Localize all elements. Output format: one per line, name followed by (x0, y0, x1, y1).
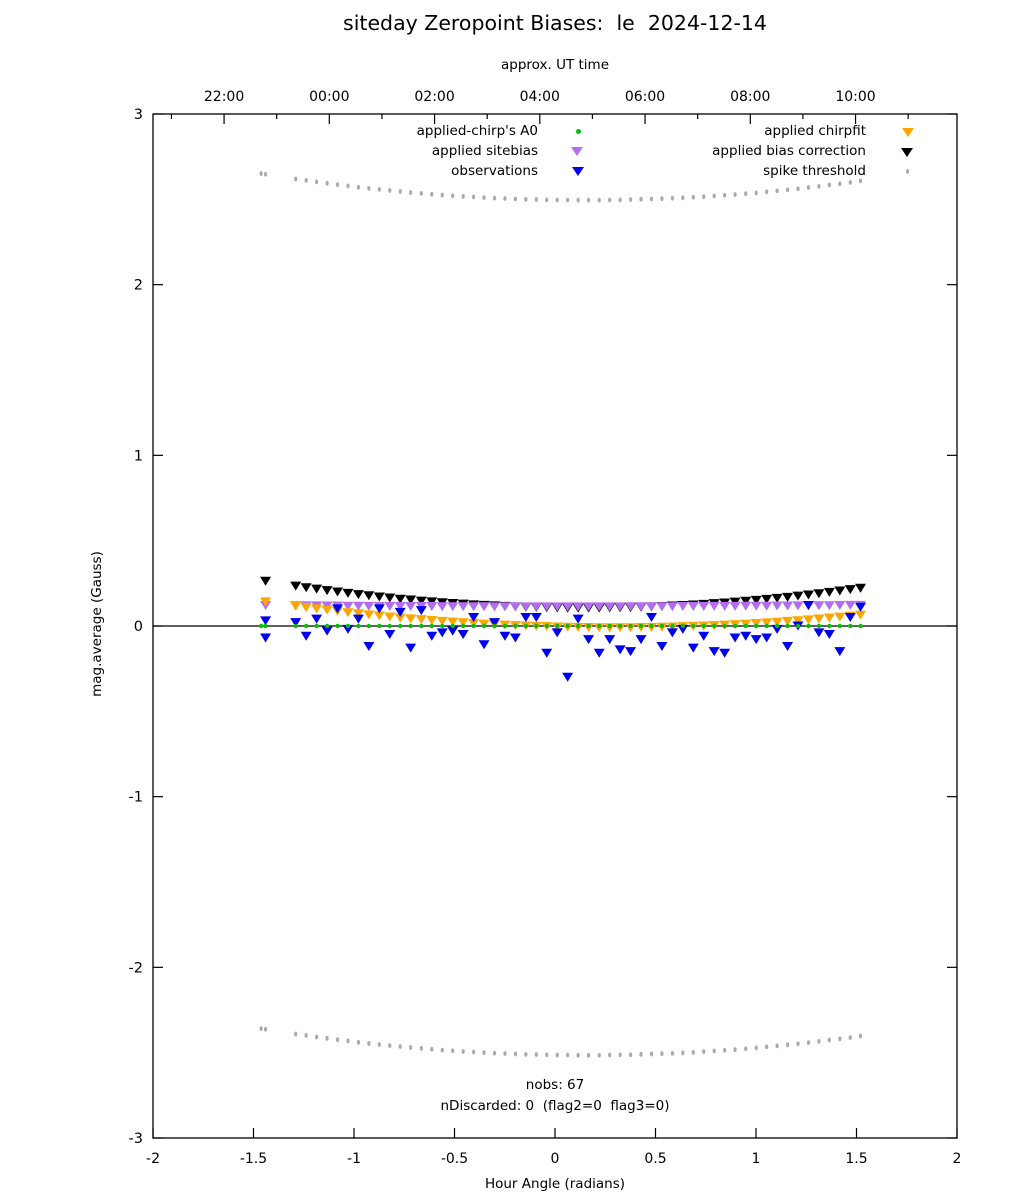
legend-label-applied-chirpfit: applied chirpfit (764, 123, 866, 139)
svg-text:06:00: 06:00 (625, 89, 665, 105)
legend-label-applied-chirp-a0: applied-chirp's A0 (416, 123, 538, 139)
svg-text:04:00: 04:00 (520, 89, 560, 105)
legend-label-observations: observations (451, 163, 538, 179)
legend-label-applied-bias-correction: applied bias correction (712, 143, 866, 159)
svg-text:1: 1 (134, 448, 143, 464)
svg-text:00:00: 00:00 (309, 89, 349, 105)
nobs-annotation: nobs: 67 (525, 1077, 585, 1093)
svg-text:-1: -1 (129, 790, 143, 806)
top-axis-title: approx. UT time (501, 57, 609, 73)
svg-text:1: 1 (752, 1151, 761, 1167)
svg-text:0.5: 0.5 (644, 1151, 666, 1167)
legend-label-spike-threshold: spike threshold (763, 163, 866, 179)
legend-marker-gray-dot-icon (906, 169, 909, 174)
x-axis-title: Hour Angle (radians) (484, 1176, 626, 1192)
chart-title: siteday Zeropoint Biases: le 2024-12-14 (343, 11, 767, 35)
svg-text:-1.5: -1.5 (240, 1151, 267, 1167)
svg-text:08:00: 08:00 (730, 89, 770, 105)
svg-text:-0.5: -0.5 (441, 1151, 468, 1167)
svg-text:0: 0 (551, 1151, 560, 1167)
legend-marker-black-triangle-icon (901, 148, 913, 157)
ndiscarded-annotation: nDiscarded: 0 (flag2=0 flag3=0) (440, 1098, 670, 1114)
svg-text:-1: -1 (347, 1151, 361, 1167)
legend-marker-green-dot-icon (576, 129, 581, 134)
svg-text:2: 2 (134, 278, 143, 294)
svg-text:0: 0 (134, 619, 143, 635)
legend-marker-blue-triangle-icon (572, 167, 584, 176)
legend-marker-orange-triangle-icon (902, 128, 914, 137)
svg-text:3: 3 (134, 107, 143, 123)
legend-marker-violet-triangle-icon (571, 147, 583, 156)
svg-text:-2: -2 (129, 960, 143, 976)
svg-text:1.5: 1.5 (845, 1151, 867, 1167)
svg-text:2: 2 (953, 1151, 962, 1167)
svg-text:22:00: 22:00 (204, 89, 244, 105)
svg-text:02:00: 02:00 (414, 89, 454, 105)
svg-text:-3: -3 (129, 1131, 143, 1147)
y-axis-title: mag.average (Gauss) (89, 551, 105, 697)
svg-text:-2: -2 (146, 1151, 160, 1167)
legend-label-applied-sitebias: applied sitebias (431, 143, 538, 159)
svg-text:10:00: 10:00 (835, 89, 875, 105)
